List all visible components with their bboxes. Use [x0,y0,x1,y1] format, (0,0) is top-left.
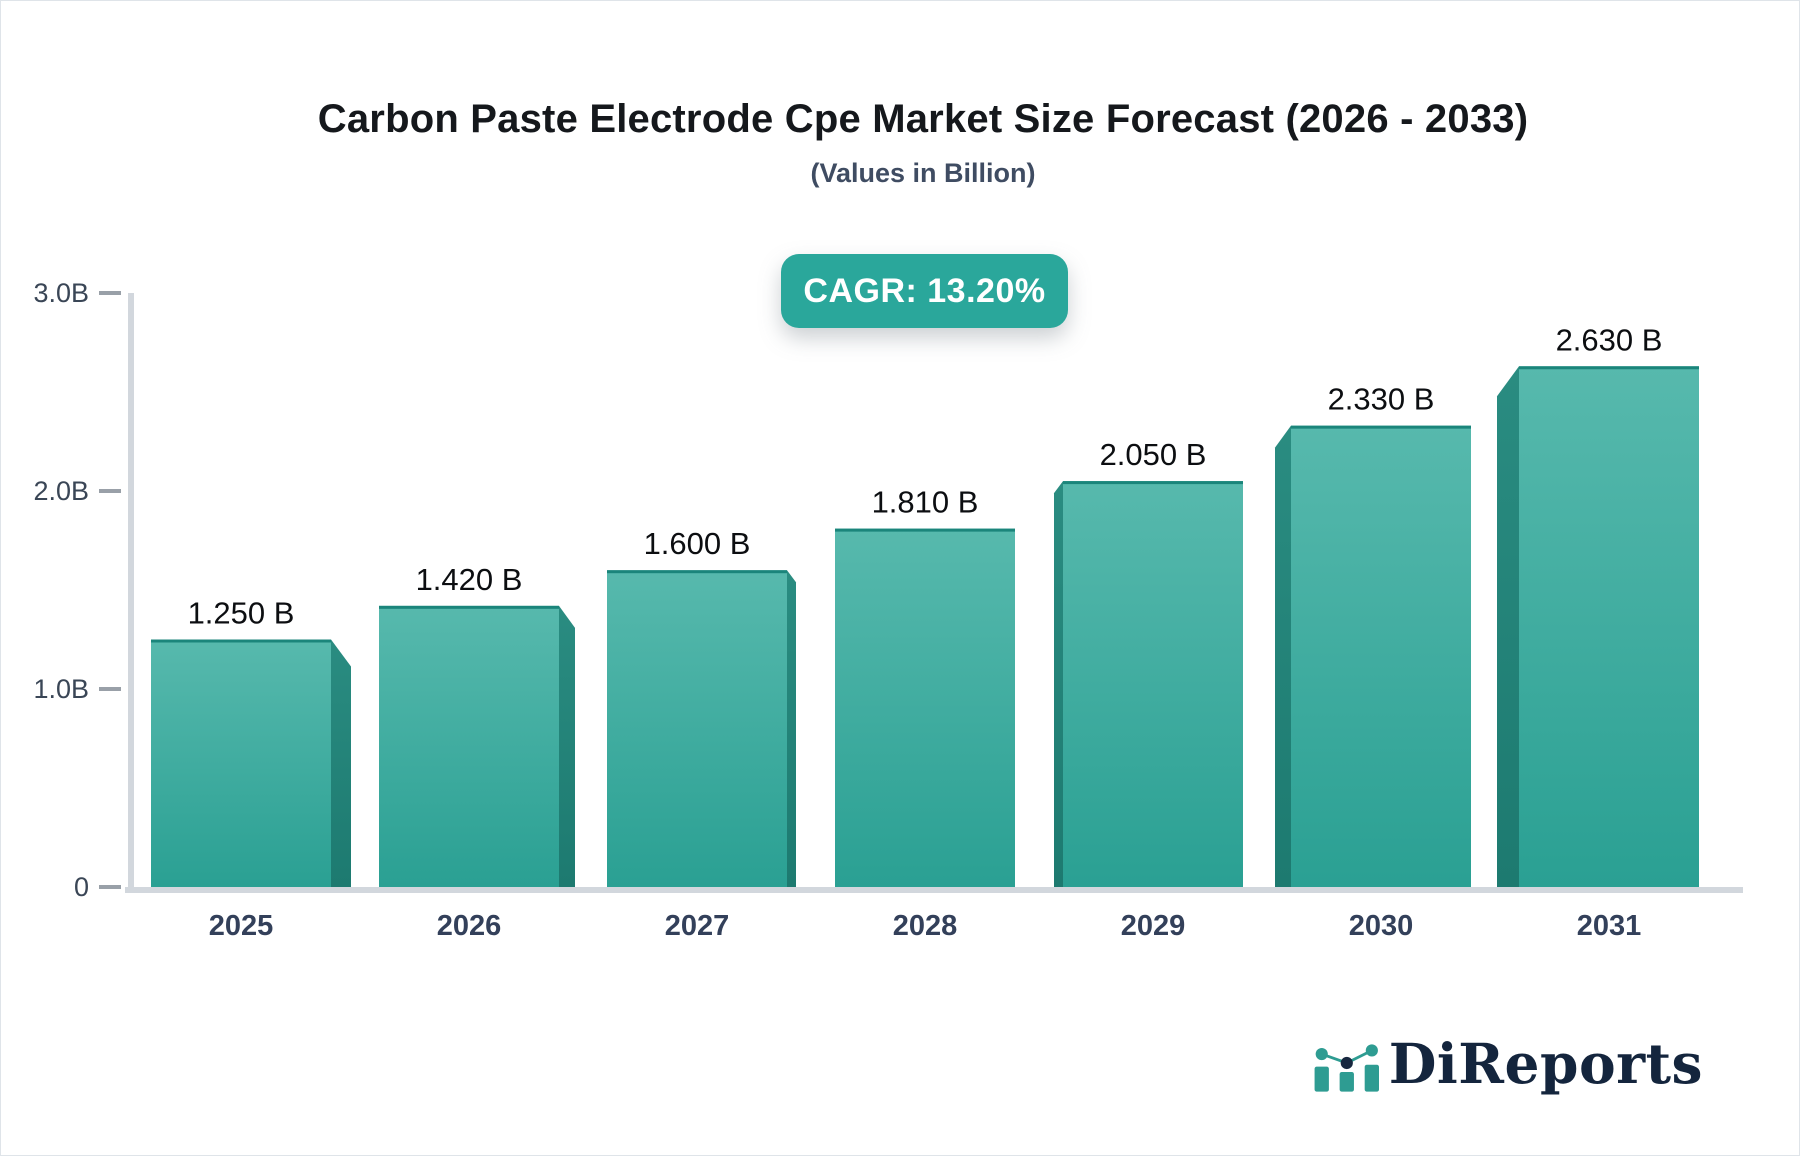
bar-value-label: 1.420 B [416,562,523,597]
bar-group: 1.250 B 2025 [151,596,351,942]
bar-group: 1.810 B 2028 [835,485,1015,942]
bar-value-label: 2.050 B [1100,437,1207,472]
bar-side-face [559,605,575,887]
y-tick-label: 3.0B [33,278,89,308]
x-tick-label: 2030 [1349,910,1414,942]
bar [379,605,559,887]
x-tick-label: 2026 [437,910,502,942]
bar-value-label: 1.250 B [188,596,295,631]
bar-group: 2.630 B 2031 [1497,322,1699,942]
x-tick-label: 2025 [209,910,274,942]
bar-side-face [331,639,351,887]
bar [1519,366,1699,887]
y-tick-label: 0 [74,872,89,902]
y-tick-label: 1.0B [33,674,89,704]
bar-value-label: 2.630 B [1556,322,1663,357]
y-tick-mark [99,489,121,493]
bar-value-label: 2.330 B [1328,382,1435,417]
bar-side-face [1497,366,1519,887]
cagr-badge: CAGR: 13.20% [781,254,1068,328]
x-tick-label: 2029 [1121,910,1186,942]
x-tick-label: 2028 [893,910,958,942]
bar [607,570,787,887]
bar-group: 1.420 B 2026 [379,562,575,942]
x-tick-label: 2031 [1577,910,1642,942]
bar-top-edge [1291,425,1471,429]
y-tick-mark [99,291,121,295]
y-axis-line [128,293,134,893]
bar-side-face [1275,425,1291,887]
bar-top-edge [1063,481,1243,485]
bar [151,639,331,887]
bar-top-edge [1519,366,1699,370]
bar-top-edge [607,570,787,574]
bar [1063,481,1243,887]
logo-chart-icon [1314,1044,1379,1092]
bar-top-edge [835,528,1015,532]
x-tick-label: 2027 [665,910,730,942]
y-tick-mark [99,885,121,889]
bar-chart: 3.0B 2.0B 1.0B 0 1.250 B 2025 1.420 B 2026 1.600… [33,278,1743,942]
chart-subtitle: (Values in Billion) [810,158,1036,188]
chart-title: Carbon Paste Electrode Cpe Market Size F… [317,97,1529,141]
chart-header: Carbon Paste Electrode Cpe Market Size F… [47,1,1799,189]
bar-top-edge [379,605,559,609]
bar-value-label: 1.600 B [644,526,751,561]
x-axis-line [125,887,1743,893]
logo-text: DiReports [1388,1030,1703,1096]
bar-side-face [1054,481,1063,887]
bar-group: 1.600 B 2027 [607,526,796,942]
cagr-label: CAGR: 13.20% [803,271,1046,310]
bar-group: 2.330 B 2030 [1275,382,1471,942]
bar [835,528,1015,887]
y-tick-mark [99,687,121,691]
brand-logo: DiReports [1309,1029,1703,1097]
bar-top-edge [151,639,331,643]
bar [1291,425,1471,887]
bar-side-face [787,570,796,887]
y-tick-label: 2.0B [33,476,89,506]
bar-value-label: 1.810 B [872,485,979,520]
bar-group: 2.050 B 2029 [1054,437,1243,942]
